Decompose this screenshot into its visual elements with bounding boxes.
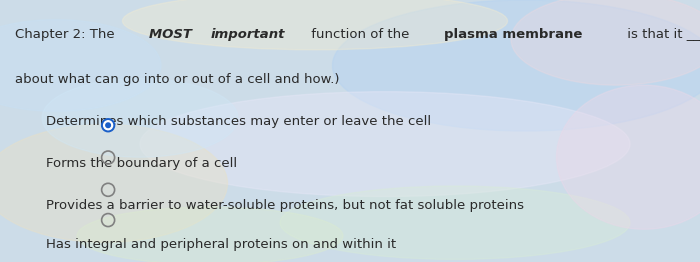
Ellipse shape (280, 186, 630, 259)
Text: Forms the boundary of a cell: Forms the boundary of a cell (46, 157, 237, 170)
Ellipse shape (0, 20, 161, 111)
Ellipse shape (140, 92, 630, 196)
Ellipse shape (0, 124, 228, 242)
Text: function of the: function of the (307, 28, 414, 41)
Ellipse shape (332, 0, 700, 131)
Text: Has integral and peripheral proteins on and within it: Has integral and peripheral proteins on … (46, 238, 395, 252)
Text: MOST: MOST (149, 28, 197, 41)
Text: important: important (211, 28, 285, 41)
Ellipse shape (511, 0, 700, 85)
Ellipse shape (122, 0, 508, 50)
Ellipse shape (556, 85, 700, 229)
Text: is that it _____. (NEW: think: is that it _____. (NEW: think (623, 28, 700, 41)
Text: Determines which substances may enter or leave the cell: Determines which substances may enter or… (46, 115, 431, 128)
Circle shape (104, 121, 113, 130)
Text: Chapter 2: The: Chapter 2: The (15, 28, 119, 41)
Ellipse shape (77, 207, 343, 262)
Text: Provides a barrier to water-soluble proteins, but not fat soluble proteins: Provides a barrier to water-soluble prot… (46, 199, 524, 212)
Circle shape (106, 123, 111, 128)
Ellipse shape (42, 79, 238, 157)
Text: about what can go into or out of a cell and how.): about what can go into or out of a cell … (15, 73, 340, 86)
Circle shape (102, 119, 115, 132)
Text: plasma membrane: plasma membrane (444, 28, 583, 41)
